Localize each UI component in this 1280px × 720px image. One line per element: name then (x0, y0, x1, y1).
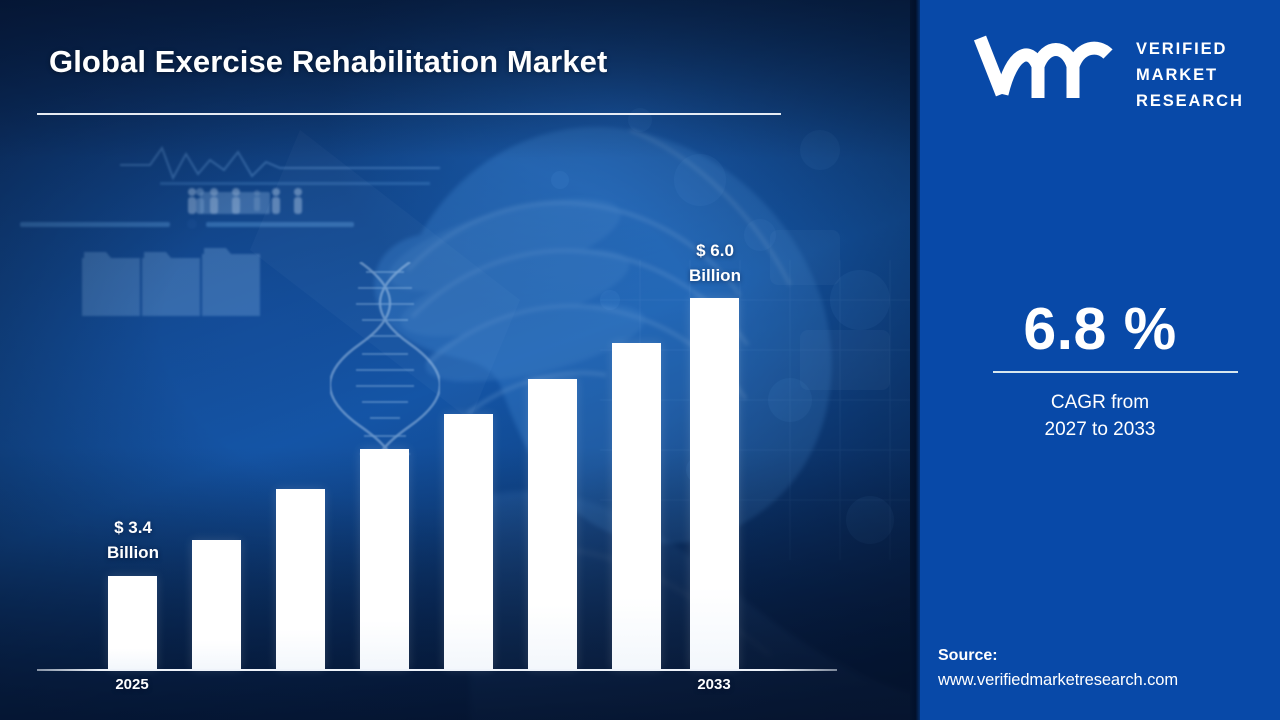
logo[interactable]: VERIFIED MARKET RESEARCH ® (950, 26, 1270, 110)
bar-label-first: $ 3.4 Billion (68, 516, 198, 565)
bar-2032 (690, 298, 739, 669)
bar-label-first-line2: Billion (107, 542, 159, 562)
bar-2028 (360, 449, 409, 669)
x-tick-label-start: 2025 (115, 676, 149, 693)
bar-2031 (612, 343, 661, 669)
bar-label-last-line2: Billion (689, 265, 741, 285)
logo-word-market: MARKET (1136, 66, 1218, 85)
bar-label-first-line1: $ 3.4 (114, 518, 152, 537)
bar-label-last-line1: $ 6.0 (696, 241, 734, 260)
bar-2030 (528, 379, 577, 669)
bar-2029 (444, 414, 493, 669)
bar-2026 (192, 540, 241, 669)
chart-panel: Global Exercise Rehabilitation Market $ … (0, 0, 913, 720)
vmr-monogram-icon (973, 35, 1113, 98)
logo-word-research: RESEARCH (1136, 92, 1244, 111)
cagr-divider-rule (993, 371, 1238, 373)
page-title: Global Exercise Rehabilitation Market (49, 44, 608, 79)
x-tick-label-end: 2033 (697, 676, 731, 693)
source-url[interactable]: www.verifiedmarketresearch.com (938, 671, 1178, 689)
cagr-caption-line2: 2027 to 2033 (1044, 418, 1156, 440)
bar-2025 (108, 576, 157, 669)
logo-wordmark: VERIFIED MARKET RESEARCH (1136, 36, 1280, 114)
bar-2027 (276, 489, 325, 669)
logo-word-verified: VERIFIED (1136, 40, 1228, 58)
brand-panel: VERIFIED MARKET RESEARCH ® 6.8 % CAGR fr… (920, 0, 1280, 720)
title-underline-rule (37, 113, 781, 115)
panel-divider (910, 0, 920, 720)
cagr-caption: CAGR from 2027 to 2033 (920, 390, 1280, 444)
cagr-value: 6.8 % (1023, 296, 1177, 362)
chart-x-axis-baseline (37, 669, 837, 671)
bar-label-last: $ 6.0 Billion (650, 239, 780, 288)
cagr-caption-line1: CAGR from (1050, 392, 1150, 413)
source-block: Source: www.verifiedmarketresearch.com (938, 644, 1280, 693)
source-label: Source: (938, 647, 998, 664)
bar-chart: $ 3.4 Billion $ 6.0 Billion 2025 2033 (37, 239, 837, 693)
